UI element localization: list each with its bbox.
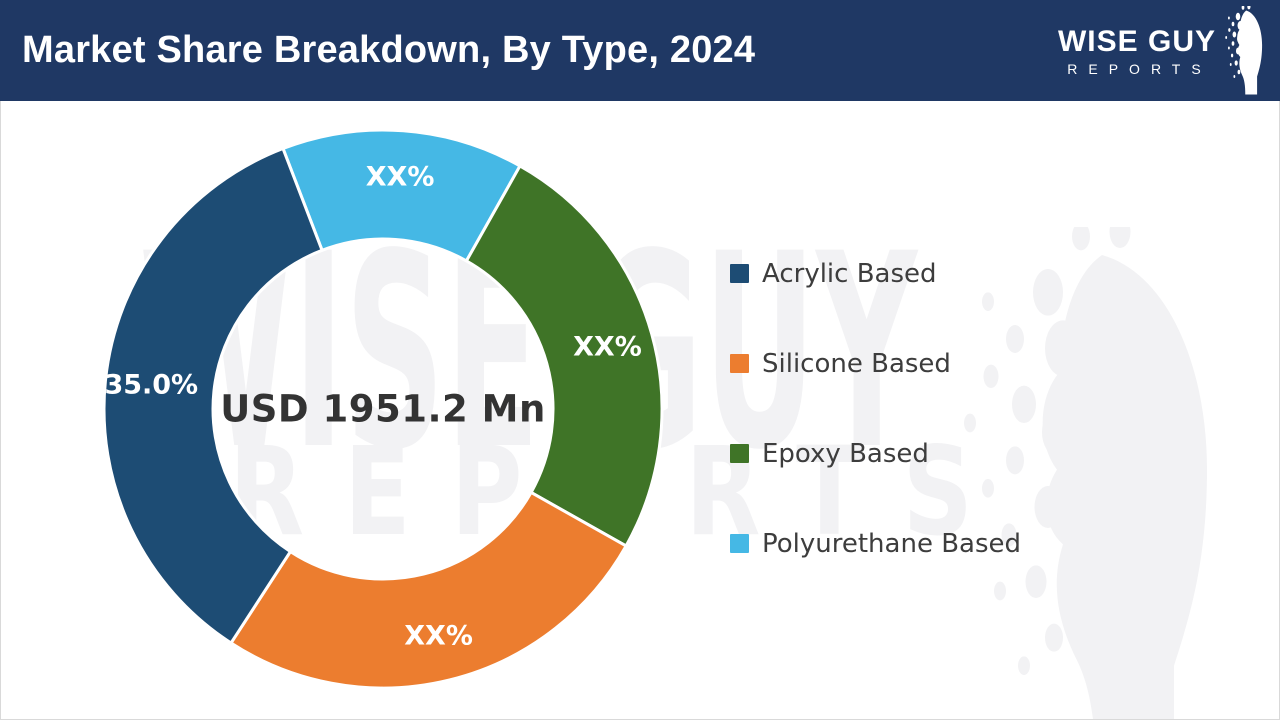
legend-label-acrylic: Acrylic Based xyxy=(762,258,937,289)
logo-wordmark-line1: WISE GUY xyxy=(1057,25,1216,58)
legend-item-silicone-based: Silicone Based xyxy=(730,348,1021,379)
chart-center-value: USD 1951.2 Mn xyxy=(220,387,546,431)
watermark-head-icon xyxy=(964,227,1207,719)
header-banner: Market Share Breakdown, By Type, 2024 WI… xyxy=(0,0,1280,101)
legend-label-polyurethane: Polyurethane Based xyxy=(762,528,1022,559)
donut-slice-2 xyxy=(229,490,628,690)
logo-wordmark-line2: REPORTS xyxy=(1067,61,1212,77)
legend-item-acrylic-based: Acrylic Based xyxy=(730,258,1021,289)
page-title: Market Share Breakdown, By Type, 2024 xyxy=(22,29,756,71)
slice-value-label: XX% xyxy=(573,331,642,362)
legend-swatch-silicone xyxy=(730,354,749,373)
logo-wordmark: WISE GUY REPORTS xyxy=(1058,25,1216,77)
slice-value-label: XX% xyxy=(404,620,473,651)
donut-slice-1 xyxy=(464,164,664,548)
legend-label-silicone: Silicone Based xyxy=(762,348,951,379)
logo-head-icon xyxy=(1225,6,1263,95)
legend-swatch-acrylic xyxy=(730,264,749,283)
chart-legend: Acrylic Based Silicone Based Epoxy Based… xyxy=(730,258,1021,559)
legend-swatch-epoxy xyxy=(730,444,749,463)
wise-guy-reports-logo: WISE GUY REPORTS xyxy=(1058,6,1268,96)
donut-slice-3 xyxy=(102,147,324,645)
slice-value-label: 35.0% xyxy=(104,370,198,401)
legend-swatch-polyurethane xyxy=(730,534,749,553)
slice-value-label: XX% xyxy=(366,162,435,193)
donut-chart: XX% XX% XX% 35.0% xyxy=(102,128,664,690)
legend-label-epoxy: Epoxy Based xyxy=(762,438,929,469)
legend-item-epoxy-based: Epoxy Based xyxy=(730,438,1021,469)
chart-canvas: WISE GUY REPORTS XX%XX%XX%35.0% USD 1951… xyxy=(0,101,1280,720)
legend-item-polyurethane-based: Polyurethane Based xyxy=(730,528,1021,559)
